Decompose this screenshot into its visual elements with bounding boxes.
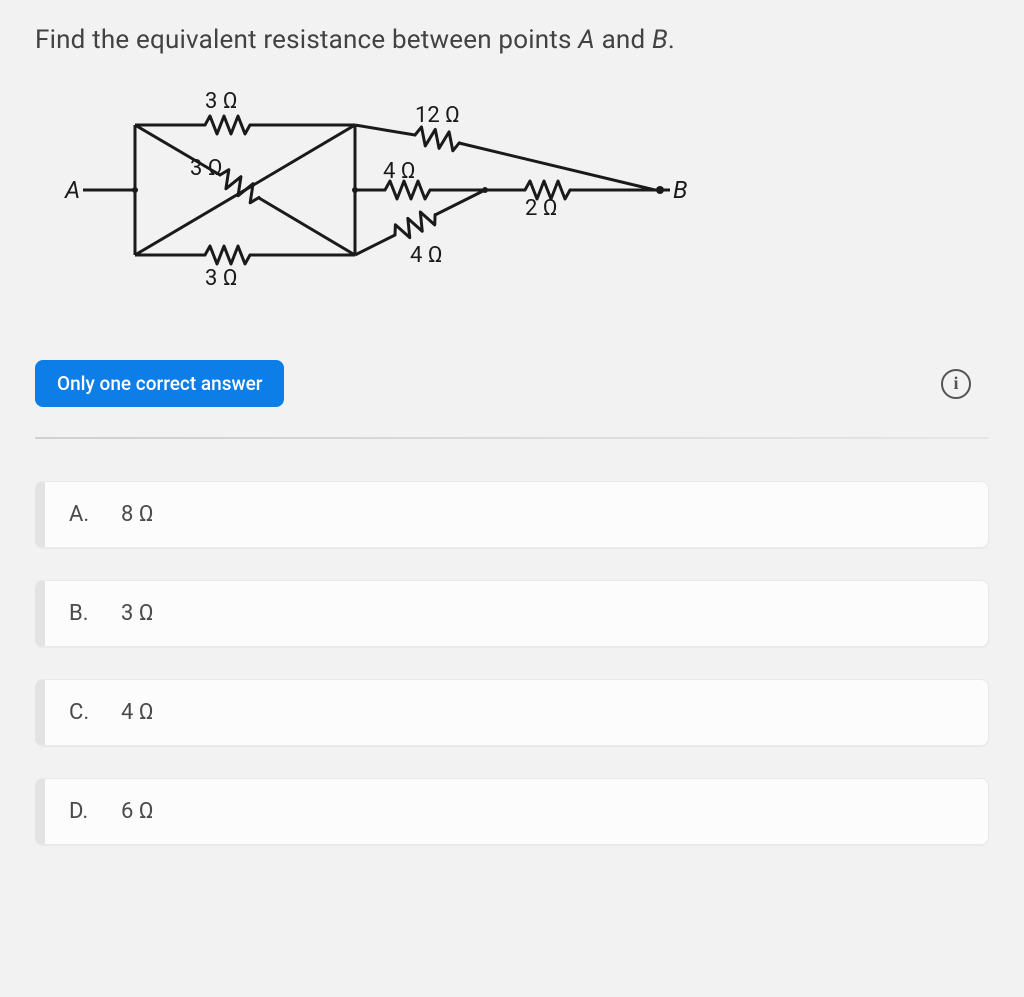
option-text: 4 Ω bbox=[121, 700, 153, 725]
question-var-a: A bbox=[578, 25, 595, 55]
label-r-12: 12 Ω bbox=[415, 103, 460, 128]
info-icon[interactable]: i bbox=[941, 369, 971, 399]
option-b[interactable]: B. 3 Ω bbox=[35, 580, 989, 647]
label-r-2: 2 Ω bbox=[525, 196, 557, 221]
option-text: 6 Ω bbox=[121, 799, 153, 824]
label-b: B bbox=[673, 176, 688, 204]
divider bbox=[35, 437, 989, 439]
label-r-4b: 4 Ω bbox=[410, 243, 442, 268]
option-text: 8 Ω bbox=[121, 502, 153, 527]
label-r-4a: 4 Ω bbox=[383, 159, 415, 184]
option-d[interactable]: D. 6 Ω bbox=[35, 778, 989, 845]
question-text: Find the equivalent resistance between p… bbox=[35, 25, 989, 55]
option-c[interactable]: C. 4 Ω bbox=[35, 679, 989, 746]
option-letter: B. bbox=[69, 601, 97, 626]
question-var-b: B bbox=[652, 25, 668, 55]
badge-row: Only one correct answer i bbox=[35, 360, 989, 407]
circuit-diagram: A B 3 Ω 3 Ω 3 Ω 12 Ω bbox=[55, 70, 989, 320]
question-mid: and bbox=[595, 25, 652, 55]
label-r-botl: 3 Ω bbox=[205, 266, 237, 291]
option-a[interactable]: A. 8 Ω bbox=[35, 481, 989, 548]
option-letter: A. bbox=[69, 502, 97, 527]
question-suffix: . bbox=[668, 25, 675, 55]
label-a: A bbox=[64, 176, 80, 204]
label-r-top: 3 Ω bbox=[205, 89, 237, 114]
answer-type-badge: Only one correct answer bbox=[35, 360, 284, 407]
question-prefix: Find the equivalent resistance between p… bbox=[35, 25, 578, 55]
option-text: 3 Ω bbox=[121, 601, 153, 626]
options-list: A. 8 Ω B. 3 Ω C. 4 Ω D. 6 Ω bbox=[35, 481, 989, 845]
option-letter: D. bbox=[69, 799, 97, 824]
option-letter: C. bbox=[69, 700, 97, 725]
label-r-midl: 3 Ω bbox=[190, 156, 222, 181]
